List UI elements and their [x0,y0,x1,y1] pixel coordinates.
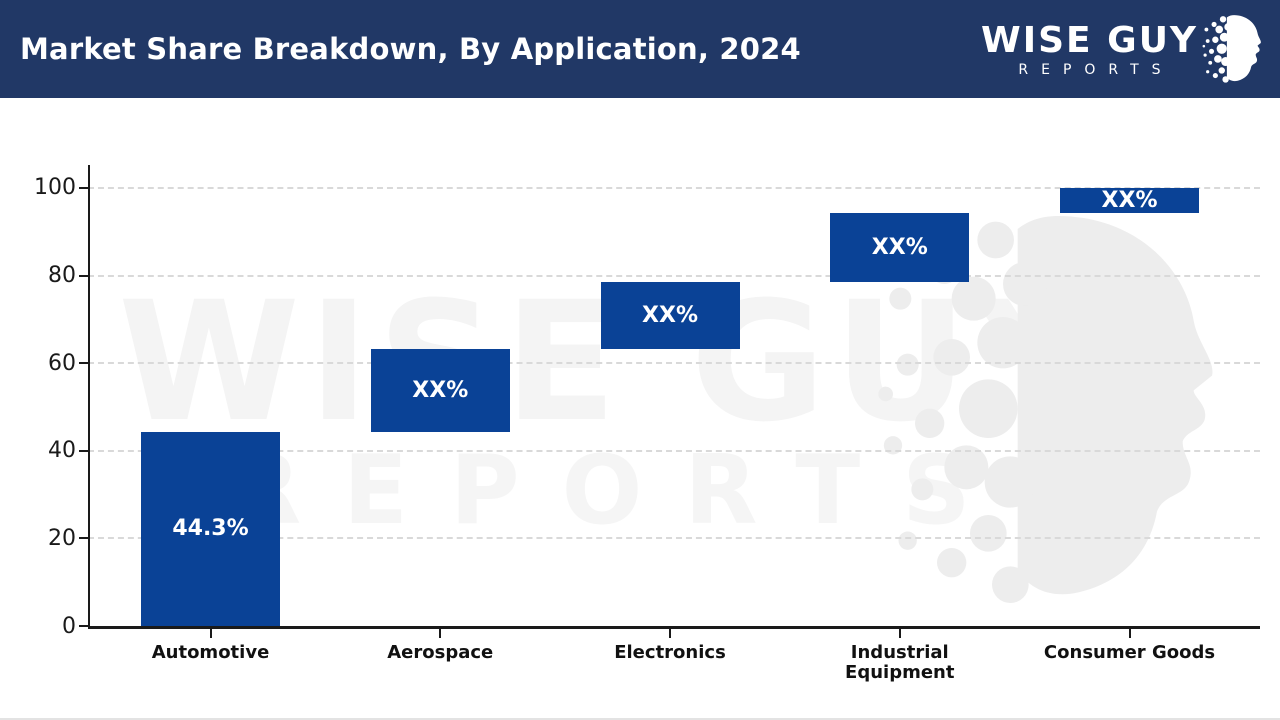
y-tick-mark [79,274,88,277]
wiseguy-head-icon [1202,15,1261,83]
y-tick-mark [79,625,88,627]
bar-value-label: XX% [642,303,698,329]
bar-electronics: XX% [600,282,740,350]
y-tick-mark [79,537,88,540]
x-axis-line [88,626,1260,629]
y-tick-mark [79,449,88,452]
watermark-head-icon [878,215,1213,603]
brand-subtitle: REPORTS [1018,61,1174,78]
bar-value-label: XX% [871,234,928,260]
y-axis-line [88,165,90,628]
x-tick-mark [669,629,671,638]
bar-consumer-goods: XX% [1060,188,1199,213]
bar-aerospace: XX% [370,349,510,432]
brand-name: WISE GUY [980,20,1198,62]
y-tick-label: 80 [48,263,76,289]
x-tick-label-aerospace: Aerospace [387,642,494,663]
x-tick-label-industrial-equipment: Industrial Equipment [845,642,955,684]
brand-logo-text: WISE GUY REPORTS [981,22,1198,78]
chart: WISE GUY REPORTS 0 20 40 60 80 100 44.3% Automo… [0,98,1280,720]
gridline-80 [88,274,1260,277]
y-tick-label: 100 [34,175,76,201]
gridline-20 [88,537,1260,540]
bar-industrial-equipment: XX% [830,212,970,283]
page-title: Market Share Breakdown, By Application, … [20,32,801,66]
x-tick-mark [439,629,442,638]
x-tick-mark [898,629,901,638]
x-tick-label-electronics: Electronics [614,642,726,663]
bar-automotive: 44.3% [141,431,280,626]
x-tick-label-consumer-goods: Consumer Goods [1043,642,1216,663]
y-tick-label: 0 [62,613,76,639]
header: Market Share Breakdown, By Application, … [0,0,1280,98]
y-tick-label: 40 [48,438,76,464]
y-tick-label: 20 [48,525,76,551]
x-tick-label-automotive: Automotive [151,642,270,663]
watermark-text-2: REPORTS [228,436,1013,546]
gridline-60 [88,362,1260,365]
y-tick-label: 60 [48,350,76,376]
y-tick-mark [79,186,88,189]
gridline-40 [88,449,1260,452]
bar-value-label: XX% [1101,187,1158,213]
x-tick-mark [1128,629,1131,638]
gridline-100 [88,186,1260,189]
bar-value-label: XX% [412,378,469,403]
bar-value-label: 44.3% [172,516,249,542]
x-tick-mark [209,629,212,638]
y-tick-mark [79,362,88,365]
brand-logo: WISE GUY REPORTS [981,8,1264,92]
